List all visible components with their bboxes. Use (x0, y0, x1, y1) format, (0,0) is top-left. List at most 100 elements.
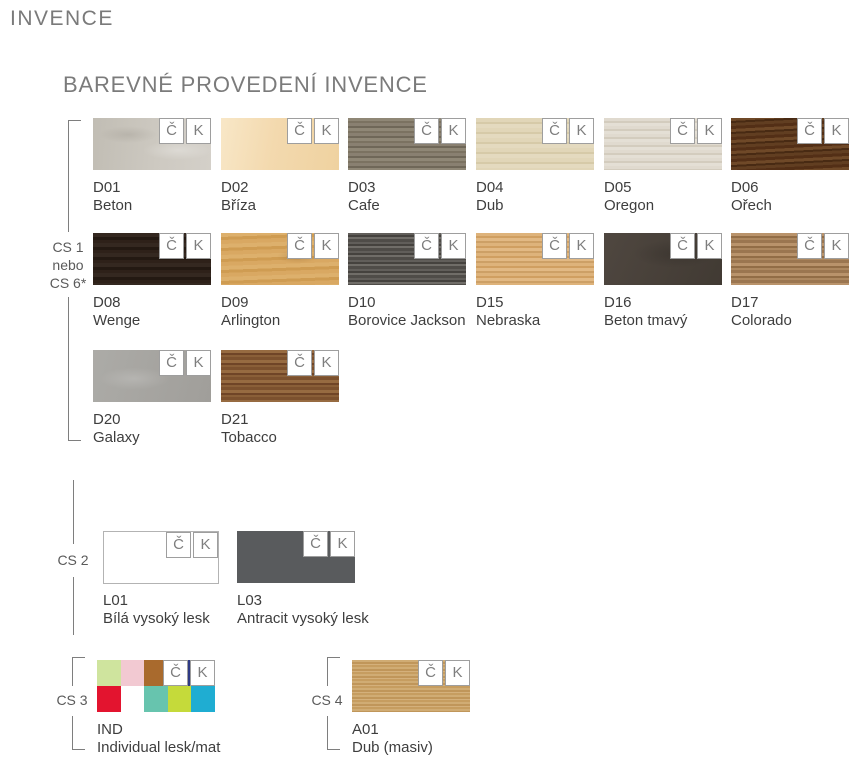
badge-group: Č K (287, 118, 339, 144)
swatch-code-l01: L01 (103, 592, 129, 609)
badge-group: Č K (166, 532, 218, 558)
badge-group: Č K (159, 233, 211, 259)
swatch-cell-d01: Č K D01 Beton (93, 118, 221, 218)
swatch-name-d20: Galaxy (93, 429, 140, 446)
material-swatch-l03: Č K (237, 531, 355, 583)
cs4-bracket-upper (327, 657, 328, 686)
swatch-name-d06: Ořech (731, 197, 772, 214)
swatch-code-ind: IND (97, 721, 123, 738)
swatch-name-d04: Dub (476, 197, 504, 214)
badge-group: Č K (414, 118, 466, 144)
badge-k-icon: K (186, 350, 211, 376)
swatch-name-d21: Tobacco (221, 429, 277, 446)
badge-c-icon: Č (166, 532, 191, 558)
badge-k-icon: K (441, 118, 466, 144)
swatch-name-d03: Cafe (348, 197, 380, 214)
swatch-name-l03: Antracit vysoký lesk (237, 610, 369, 627)
swatch-name-l01: Bílá vysoký lesk (103, 610, 210, 627)
badge-group: Č K (542, 233, 594, 259)
badge-group: Č K (303, 531, 355, 557)
cs3-bracket-top-tick (72, 657, 85, 658)
swatch-code-d09: D09 (221, 294, 249, 311)
swatch-cell-a01: Č K A01 Dub (masiv) (352, 660, 480, 760)
cs3-bracket-lower (72, 716, 73, 749)
swatch-code-d05: D05 (604, 179, 632, 196)
badge-k-icon: K (330, 531, 355, 557)
badge-k-icon: K (186, 118, 211, 144)
swatch-code-d08: D08 (93, 294, 121, 311)
badge-c-icon: Č (163, 660, 188, 686)
swatch-code-l03: L03 (237, 592, 263, 609)
material-swatch-d03: Č K (348, 118, 466, 170)
swatch-code-d15: D15 (476, 294, 504, 311)
swatch-code-d21: D21 (221, 411, 249, 428)
badge-group: Č K (159, 350, 211, 376)
cs4-bracket-lower (327, 716, 328, 749)
material-swatch-d20: Č K (93, 350, 211, 402)
cs1-label-line1: CS 1 (52, 239, 84, 255)
material-swatch-d10: Č K (348, 233, 466, 285)
badge-group: Č K (414, 233, 466, 259)
swatch-cell-d09: Č K D09 Arlington (221, 233, 349, 333)
swatch-code-d20: D20 (93, 411, 121, 428)
swatch-cell-d16: Č K D16 Beton tmavý (604, 233, 732, 333)
cs1-label-line2: nebo (52, 257, 84, 273)
badge-k-icon: K (190, 660, 215, 686)
material-swatch-d02: Č K (221, 118, 339, 170)
cs2-label: CS 2 (57, 552, 89, 568)
swatch-cell-d10: Č K D10 Borovice Jackson (348, 233, 476, 333)
badge-k-icon: K (193, 532, 218, 558)
badge-c-icon: Č (159, 118, 184, 144)
badge-group: Č K (287, 350, 339, 376)
badge-c-icon: Č (159, 233, 184, 259)
cs2-line-lower (73, 577, 74, 635)
badge-k-icon: K (569, 118, 594, 144)
cs1-label: CS 1 nebo CS 6* (30, 238, 106, 292)
swatch-code-d17: D17 (731, 294, 759, 311)
badge-group: Č K (159, 118, 211, 144)
material-swatch-d15: Č K (476, 233, 594, 285)
material-swatch-a01: Č K (352, 660, 470, 712)
badge-c-icon: Č (287, 118, 312, 144)
section-heading: BAREVNÉ PROVEDENÍ INVENCE (63, 72, 428, 97)
swatch-name-d17: Colorado (731, 312, 792, 329)
material-swatch-d06: Č K (731, 118, 849, 170)
swatch-cell-l03: Č K L03 Antracit vysoký lesk (237, 531, 369, 631)
swatch-name-d05: Oregon (604, 197, 655, 214)
material-swatch-d16: Č K (604, 233, 722, 285)
badge-k-icon: K (569, 233, 594, 259)
swatch-cell-d05: Č K D05 Oregon (604, 118, 732, 218)
material-swatch-d01: Č K (93, 118, 211, 170)
material-swatch-d21: Č K (221, 350, 339, 402)
page-title: INVENCE (10, 7, 114, 30)
cs3-bracket-upper (72, 657, 73, 686)
badge-k-icon: K (697, 233, 722, 259)
swatch-name-a01: Dub (masiv) (352, 739, 433, 756)
swatch-code-d06: D06 (731, 179, 759, 196)
badge-k-icon: K (314, 350, 339, 376)
swatch-name-d10: Borovice Jackson (348, 312, 466, 329)
badge-group: Č K (287, 233, 339, 259)
cs4-bracket-bottom-tick (327, 749, 340, 750)
cs1-bracket-upper (68, 120, 69, 232)
swatch-name-d02: Bříza (221, 197, 257, 214)
badge-k-icon: K (186, 233, 211, 259)
swatch-cell-d15: Č K D15 Nebraska (476, 233, 604, 333)
badge-group: Č K (163, 660, 215, 686)
swatch-cell-d02: Č K D02 Bříza (221, 118, 349, 218)
swatch-cell-l01: Č K L01 Bílá vysoký lesk (103, 531, 231, 631)
material-swatch-d08: Č K (93, 233, 211, 285)
badge-group: Č K (797, 118, 849, 144)
badge-c-icon: Č (542, 118, 567, 144)
cs4-bracket-top-tick (327, 657, 340, 658)
swatch-code-d02: D02 (221, 179, 249, 196)
swatch-cell-d17: Č K D17 Colorado (731, 233, 856, 333)
badge-group: Č K (670, 118, 722, 144)
badge-k-icon: K (697, 118, 722, 144)
cs3-bracket-bottom-tick (72, 749, 85, 750)
badge-c-icon: Č (797, 118, 822, 144)
swatch-name-d16: Beton tmavý (604, 312, 688, 329)
swatch-name-d08: Wenge (93, 312, 141, 329)
swatch-cell-ind: Č K IND Individual lesk/mat (97, 660, 225, 760)
